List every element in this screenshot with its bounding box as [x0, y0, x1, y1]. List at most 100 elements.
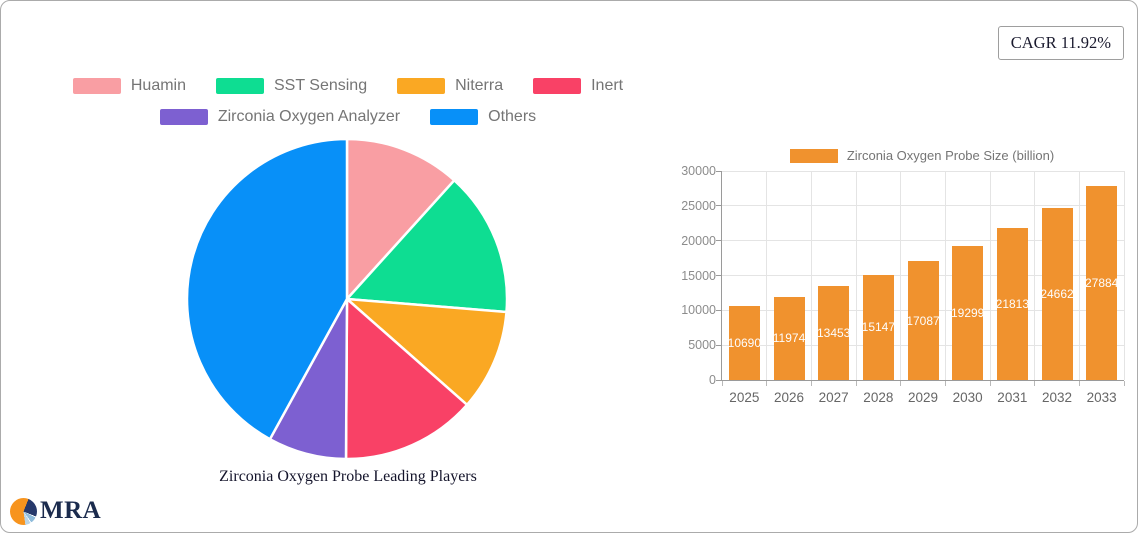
pie-legend-row-2: Zirconia Oxygen Analyzer Others: [1, 108, 695, 126]
legend-item-zirconia-oxygen-analyzer[interactable]: Zirconia Oxygen Analyzer: [159, 108, 401, 126]
x-axis-tick: [1034, 381, 1036, 386]
gridline: [989, 171, 991, 380]
x-axis-label: 2033: [1086, 390, 1117, 405]
gridline: [722, 240, 1124, 242]
x-axis-label: 2026: [773, 390, 805, 405]
legend-item-others[interactable]: Others: [430, 108, 536, 126]
legend-label: Niterra: [455, 77, 504, 94]
legend-label: Huamin: [130, 77, 186, 94]
bar-value-label: 24662: [1040, 287, 1074, 302]
y-axis-label: 30000: [681, 164, 716, 178]
bar-value-label: 21813: [995, 297, 1030, 311]
brand-logo: MRA: [10, 497, 101, 525]
gridline: [766, 171, 768, 380]
bar-2029[interactable]: 17087: [906, 261, 940, 380]
legend-swatch: [216, 78, 264, 94]
y-axis-tick: [716, 344, 722, 346]
gridline: [810, 171, 812, 380]
brand-logo-text: MRA: [40, 497, 102, 524]
bar-value-label: 11974: [772, 331, 806, 346]
bar-value-label: 10690: [727, 335, 762, 350]
bar-value-label: 13453: [816, 326, 851, 341]
bar-2032[interactable]: 24662: [1040, 208, 1074, 380]
y-axis-label: 5000: [688, 338, 716, 353]
x-axis-label: 2030: [952, 390, 983, 405]
bar-legend-label: Zirconia Oxygen Probe Size (billion): [846, 148, 1055, 163]
y-axis-tick: [716, 170, 722, 172]
pie-slice-niterra[interactable]: [345, 297, 508, 407]
gridline: [900, 171, 902, 380]
y-axis-tick: [716, 309, 722, 311]
cagr-badge: CAGR 11.92%: [997, 26, 1124, 60]
x-axis-tick: [989, 381, 991, 386]
brand-logo-pie-icon: [10, 497, 37, 525]
legend-swatch: [430, 109, 479, 125]
bar-value-label: 15147: [861, 320, 896, 335]
bar-legend-item[interactable]: Zirconia Oxygen Probe Size (billion): [721, 148, 1123, 163]
bar-value-label: 19299: [950, 305, 985, 320]
gridline: [1078, 171, 1080, 380]
bar-2033[interactable]: 27884: [1084, 185, 1119, 380]
x-axis-tick: [1078, 381, 1080, 386]
x-axis-label: 2032: [1041, 390, 1073, 405]
x-axis-tick: [810, 381, 812, 386]
pie-title: Zirconia Oxygen Probe Leading Players: [219, 468, 477, 485]
pie-legend-row-1: Huamin SST Sensing Niterra Inert: [1, 77, 695, 95]
legend-item-sst-sensing[interactable]: SST Sensing: [216, 77, 367, 95]
legend-item-niterra[interactable]: Niterra: [397, 77, 503, 95]
gridline: [944, 171, 946, 380]
x-axis-label: 2025: [729, 390, 760, 405]
legend-swatch: [533, 78, 582, 94]
bar-2027[interactable]: 13453: [816, 286, 851, 380]
y-axis-tick: [716, 275, 722, 276]
legend-label: Inert: [591, 77, 624, 94]
bar-2031[interactable]: 21813: [995, 228, 1030, 380]
y-axis-tick: [716, 205, 722, 207]
bar-2030[interactable]: 19299: [950, 245, 985, 380]
gridline: [722, 170, 1124, 172]
bar-legend-swatch: [789, 148, 838, 163]
y-axis-label: 25000: [681, 198, 716, 213]
x-axis-tick: [944, 381, 946, 386]
bar-value-label: 17087: [906, 313, 940, 328]
pie-slice-sst-sensing[interactable]: [345, 179, 509, 314]
x-axis-tick: [900, 381, 902, 386]
pie-legend: Huamin SST Sensing Niterra Inert Zirconia O…: [1, 77, 695, 139]
x-axis-tick: [721, 381, 723, 386]
legend-item-huamin[interactable]: Huamin: [72, 77, 186, 95]
gridline: [722, 205, 1124, 207]
x-axis-tick: [855, 381, 857, 386]
pie-slice-others[interactable]: [185, 137, 349, 441]
legend-swatch: [397, 78, 446, 94]
x-axis-label: 2028: [863, 390, 894, 405]
x-axis-tick: [766, 381, 768, 386]
x-axis-label: 2029: [907, 390, 939, 405]
y-axis-label: 15000: [681, 268, 716, 283]
x-axis-label: 2027: [818, 390, 849, 405]
pie-slice-inert[interactable]: [344, 297, 469, 461]
gridline: [855, 171, 857, 380]
gridline: [1123, 171, 1125, 380]
y-axis-label: 20000: [681, 233, 716, 248]
x-axis-label: 2031: [997, 390, 1028, 405]
pie-chart: [185, 137, 509, 461]
pie-slice-huamin[interactable]: [345, 137, 456, 301]
y-axis-label: 0: [709, 373, 716, 387]
bar-2026[interactable]: 11974: [772, 296, 806, 380]
legend-label: Zirconia Oxygen Analyzer: [217, 108, 401, 125]
legend-item-inert[interactable]: Inert: [533, 77, 623, 95]
bar-2025[interactable]: 10690: [727, 305, 762, 380]
bar-plot-area: 0 5000 10000 15000 20000 25000 30000 10690 2025 1…: [681, 164, 1125, 405]
legend-swatch: [159, 109, 208, 125]
y-axis-tick: [716, 379, 722, 381]
gridline: [1034, 171, 1036, 380]
legend-swatch: [72, 78, 121, 94]
y-axis-tick: [716, 240, 722, 242]
y-axis-label: 10000: [681, 303, 716, 318]
legend-label: SST Sensing: [274, 77, 368, 94]
bar-value-label: 27884: [1084, 275, 1119, 290]
legend-label: Others: [488, 108, 537, 125]
bar-2028[interactable]: 15147: [861, 274, 896, 380]
x-axis-tick: [1123, 381, 1125, 386]
